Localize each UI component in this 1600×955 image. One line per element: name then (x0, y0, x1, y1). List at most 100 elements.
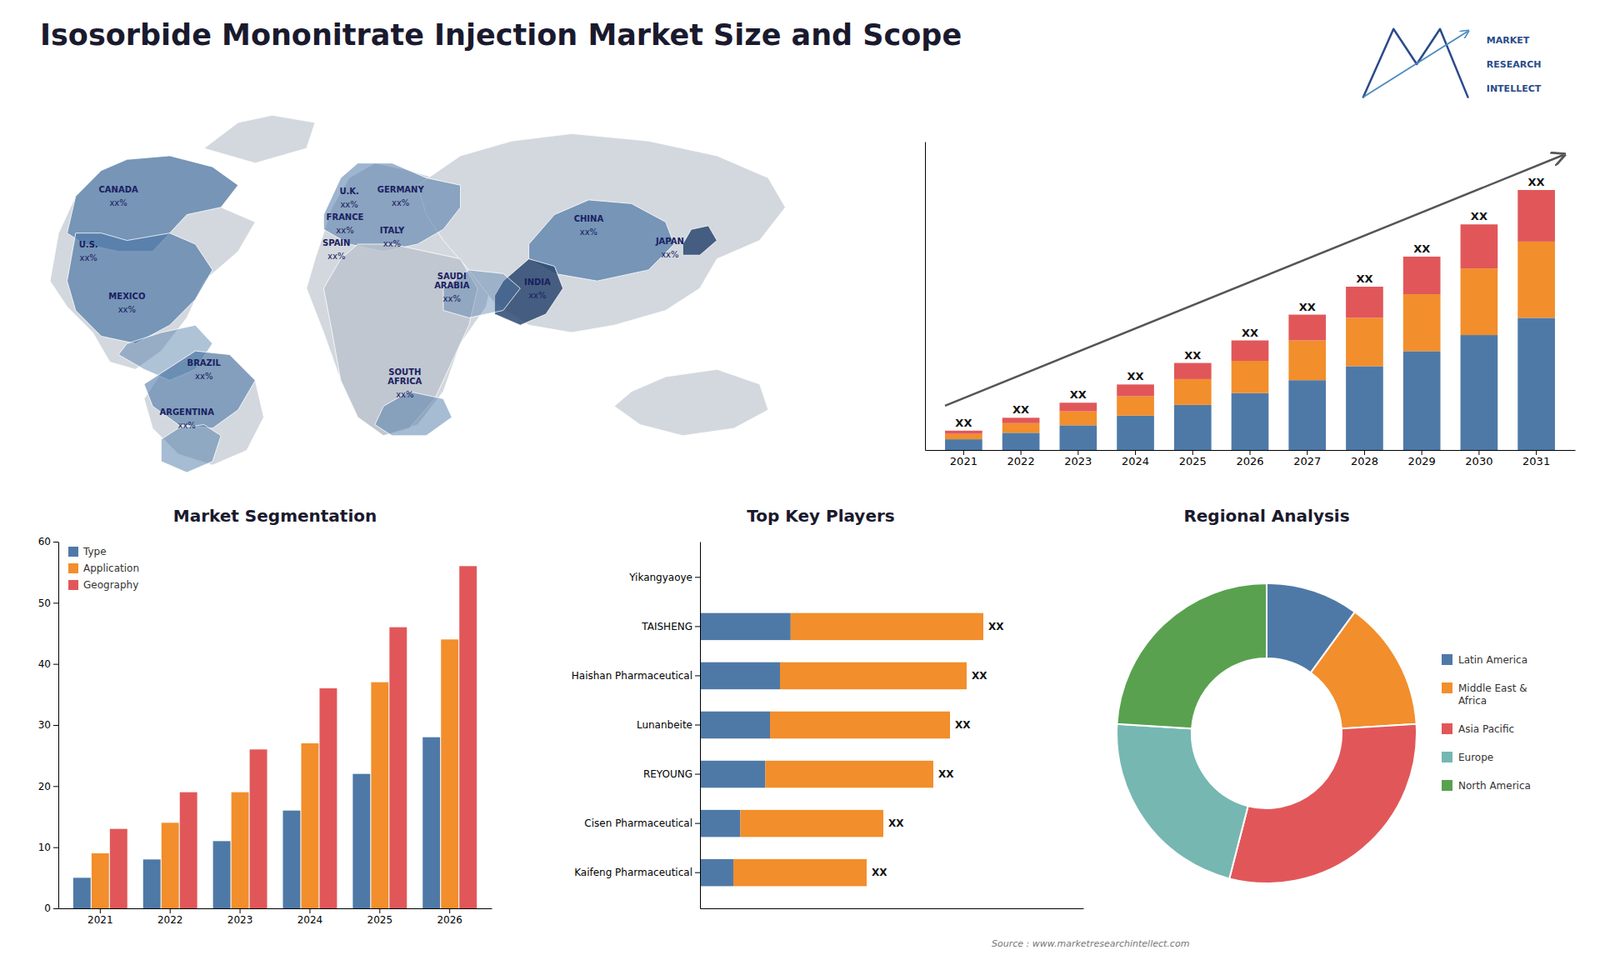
y-axis: 0102030405060 (38, 535, 60, 915)
bar (370, 682, 389, 909)
tick-label: 2022 (157, 914, 184, 926)
country-label: ITALY (380, 225, 405, 235)
country-label: CANADA (99, 185, 139, 195)
series (110, 565, 477, 909)
tick-label: 2026 (436, 914, 463, 926)
country-value: xx% (335, 225, 354, 235)
bar (1059, 425, 1097, 450)
tspan: ARABIA (434, 280, 470, 290)
tick-label: 0 (44, 902, 51, 915)
tick-mark (695, 774, 700, 775)
tick: REYOUNG (643, 768, 700, 780)
slice (1116, 583, 1267, 729)
axis-line (925, 142, 926, 451)
tick-mark (963, 450, 965, 455)
tspan: SAUDI (437, 271, 467, 281)
tick: 2022 (157, 908, 184, 926)
tick: 2022 (1007, 450, 1035, 468)
bar (1460, 268, 1499, 335)
tick-label: 2029 (1408, 455, 1436, 468)
tick: 2024 (1121, 450, 1150, 468)
country-value: xx% (660, 250, 679, 260)
tick-label: 2022 (1007, 455, 1035, 468)
bar (1460, 335, 1499, 450)
tspan: INDIA (524, 277, 551, 287)
tspan: AFRICA (387, 376, 422, 386)
logo: MARKETRESEARCHINTELLECT (1363, 29, 1542, 98)
bar (765, 760, 934, 788)
tick-label: 50 (38, 597, 51, 610)
tick: Kaifeng Pharmaceutical (574, 866, 700, 879)
bar (422, 737, 440, 909)
country-value: xx% (383, 239, 401, 249)
tick: 2030 (1465, 450, 1493, 468)
bar (1116, 396, 1155, 416)
bar (700, 711, 770, 739)
legend-swatch (1441, 682, 1453, 694)
axis-line (700, 542, 701, 910)
tick-label: 2028 (1350, 455, 1379, 468)
bar-annotation: XX (1355, 272, 1373, 285)
tspan: CHINA (574, 214, 605, 224)
tick: 2031 (1522, 450, 1550, 468)
bar (180, 792, 198, 909)
legend-item: Application (68, 562, 140, 575)
figure: Isosorbide Mononitrate Injection Market … (0, 0, 1600, 955)
tick-mark (53, 541, 59, 543)
bar (1231, 360, 1270, 394)
tick: 60 (38, 535, 59, 548)
bar (700, 613, 791, 640)
bar-annotation: XX (1470, 210, 1488, 223)
tick-mark (695, 576, 700, 578)
y-axis (925, 142, 926, 451)
country-label: SOUTHAFRICA (387, 367, 422, 386)
tick-label: 2025 (367, 914, 394, 926)
tick-mark (1192, 450, 1194, 455)
tick-mark (1306, 450, 1308, 455)
tick-mark (695, 675, 700, 676)
country-label: BRAZIL (187, 358, 222, 368)
tspan: ARGENTINA (159, 407, 215, 417)
country-value: xx% (195, 371, 213, 381)
bar (1059, 402, 1097, 411)
tspan: MEXICO (108, 291, 145, 301)
tick: 2021 (950, 450, 978, 468)
land (204, 115, 315, 163)
tick-label: 40 (38, 658, 51, 670)
tick-label: REYOUNG (643, 768, 693, 780)
legend-item: Geography (68, 579, 139, 591)
tick: Haishan Pharmaceutical (571, 670, 700, 682)
tspan: U.S. (79, 240, 99, 250)
source-text: Source : www.marketresearchintellect.com (991, 938, 1190, 950)
tick-label: 2030 (1465, 455, 1493, 468)
bar (1288, 340, 1326, 381)
tick: 0 (44, 902, 59, 915)
country-value: xx% (340, 200, 358, 210)
tick-label: TAISHENG (640, 620, 693, 633)
legend-item: Asia Pacific (1441, 723, 1515, 735)
bar-annotation: XX (955, 416, 972, 430)
tick-label: Yikangyaoye (628, 571, 693, 584)
tick-mark (379, 908, 380, 914)
tick-label: 2031 (1522, 455, 1550, 468)
bar (1002, 417, 1040, 423)
tick-mark (1077, 450, 1079, 455)
bar (1288, 380, 1326, 450)
tick: Yikangyaoye (628, 571, 700, 584)
tspan: BRAZIL (187, 358, 222, 368)
plot-area (945, 190, 1555, 450)
country-value: xx% (443, 294, 461, 304)
country-label: INDIA (524, 277, 551, 287)
tick-mark (1535, 450, 1537, 455)
tspan: SPAIN (322, 238, 350, 248)
tick: 2028 (1350, 450, 1379, 468)
logo-text: MARKET (1486, 35, 1530, 46)
tick: 2025 (367, 908, 394, 926)
tick-mark (449, 908, 450, 914)
tick-mark (1250, 450, 1251, 455)
tick: Cisen Pharmaceutical (584, 817, 700, 830)
tick-label: 10 (38, 841, 51, 854)
tick-mark (53, 847, 59, 849)
tick: 2026 (1235, 450, 1264, 468)
country-label: SAUDIARABIA (434, 271, 470, 290)
